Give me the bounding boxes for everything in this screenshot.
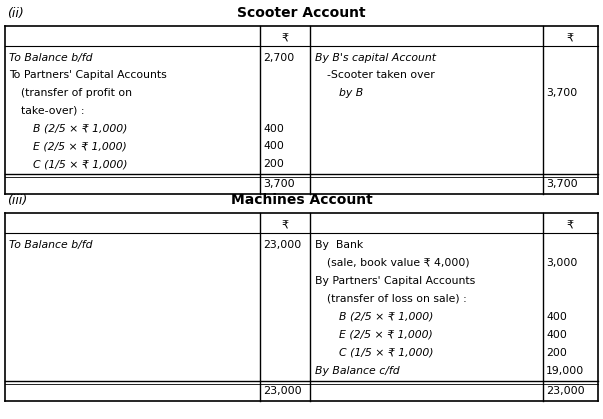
Text: 400: 400 bbox=[546, 330, 567, 340]
Text: ₹: ₹ bbox=[282, 221, 289, 231]
Text: (sale, book value ₹ 4,000): (sale, book value ₹ 4,000) bbox=[327, 258, 470, 268]
Text: E (2/5 × ₹ 1,000): E (2/5 × ₹ 1,000) bbox=[339, 330, 433, 340]
Text: To Partners' Capital Accounts: To Partners' Capital Accounts bbox=[9, 70, 167, 80]
Text: By B's capital Account: By B's capital Account bbox=[315, 53, 436, 63]
Text: 400: 400 bbox=[263, 124, 284, 134]
Text: -Scooter taken over: -Scooter taken over bbox=[327, 70, 435, 80]
Text: 200: 200 bbox=[263, 159, 284, 169]
Text: 400: 400 bbox=[263, 141, 284, 151]
Text: C (1/5 × ₹ 1,000): C (1/5 × ₹ 1,000) bbox=[339, 348, 434, 358]
Text: 3,700: 3,700 bbox=[546, 88, 577, 98]
Text: By Balance c/fd: By Balance c/fd bbox=[315, 366, 400, 376]
Text: (ii): (ii) bbox=[7, 7, 24, 20]
Text: ₹: ₹ bbox=[566, 221, 573, 231]
Text: 3,000: 3,000 bbox=[546, 258, 578, 268]
Text: (transfer of profit on: (transfer of profit on bbox=[21, 88, 132, 98]
Text: 23,000: 23,000 bbox=[263, 240, 302, 250]
Text: B (2/5 × ₹ 1,000): B (2/5 × ₹ 1,000) bbox=[33, 124, 127, 134]
Text: By Partners' Capital Accounts: By Partners' Capital Accounts bbox=[315, 276, 475, 286]
Text: Scooter Account: Scooter Account bbox=[237, 6, 366, 20]
Text: by B: by B bbox=[339, 88, 363, 98]
Text: take-over) :: take-over) : bbox=[21, 106, 84, 116]
Text: E (2/5 × ₹ 1,000): E (2/5 × ₹ 1,000) bbox=[33, 141, 127, 151]
Text: 400: 400 bbox=[546, 312, 567, 322]
Text: 3,700: 3,700 bbox=[263, 179, 295, 189]
Text: Machines Account: Machines Account bbox=[230, 193, 373, 207]
Text: (iii): (iii) bbox=[7, 194, 27, 207]
Text: By  Bank: By Bank bbox=[315, 240, 363, 250]
Text: 23,000: 23,000 bbox=[546, 386, 585, 396]
Text: B (2/5 × ₹ 1,000): B (2/5 × ₹ 1,000) bbox=[339, 312, 434, 322]
Text: 200: 200 bbox=[546, 348, 567, 358]
Text: 2,700: 2,700 bbox=[263, 53, 294, 63]
Text: C (1/5 × ₹ 1,000): C (1/5 × ₹ 1,000) bbox=[33, 159, 127, 169]
Text: ₹: ₹ bbox=[566, 34, 573, 44]
Text: 3,700: 3,700 bbox=[546, 179, 578, 189]
Text: 23,000: 23,000 bbox=[263, 386, 302, 396]
Text: To Balance b/fd: To Balance b/fd bbox=[9, 53, 92, 63]
Text: 19,000: 19,000 bbox=[546, 366, 584, 376]
Text: ₹: ₹ bbox=[282, 34, 289, 44]
Text: (transfer of loss on sale) :: (transfer of loss on sale) : bbox=[327, 294, 467, 304]
Text: To Balance b/fd: To Balance b/fd bbox=[9, 240, 92, 250]
